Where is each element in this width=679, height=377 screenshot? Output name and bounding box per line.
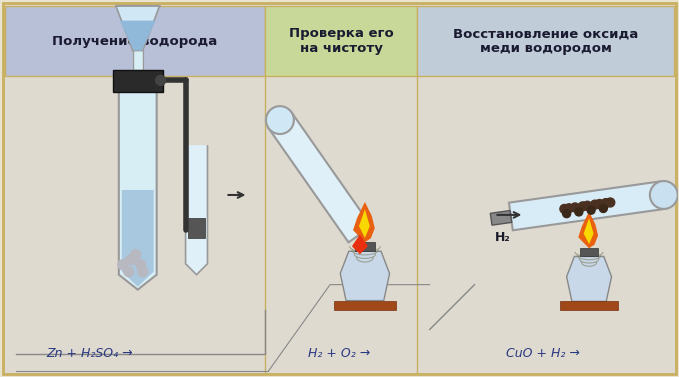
Circle shape (155, 75, 166, 85)
Polygon shape (490, 210, 512, 225)
Circle shape (570, 203, 580, 212)
FancyBboxPatch shape (5, 6, 265, 76)
FancyBboxPatch shape (560, 301, 618, 310)
Text: H₂: H₂ (494, 231, 510, 244)
Polygon shape (340, 251, 390, 300)
FancyBboxPatch shape (3, 3, 676, 374)
FancyBboxPatch shape (418, 6, 674, 76)
Text: Проверка его
на чистоту: Проверка его на чистоту (289, 27, 394, 55)
Polygon shape (509, 181, 665, 230)
Polygon shape (566, 256, 612, 301)
Circle shape (591, 200, 600, 209)
FancyBboxPatch shape (580, 248, 598, 256)
Circle shape (595, 199, 604, 208)
Circle shape (606, 198, 614, 207)
Text: H₂ + O₂ →: H₂ + O₂ → (308, 347, 371, 360)
Circle shape (564, 204, 574, 213)
Circle shape (600, 204, 607, 213)
Circle shape (601, 199, 610, 208)
Circle shape (124, 267, 134, 277)
Text: CuO + H₂ →: CuO + H₂ → (505, 347, 579, 360)
FancyBboxPatch shape (265, 6, 418, 76)
FancyBboxPatch shape (113, 70, 163, 92)
Circle shape (587, 206, 595, 214)
Text: Восстановление оксида
меди водородом: Восстановление оксида меди водородом (453, 27, 638, 55)
Polygon shape (185, 145, 208, 275)
Circle shape (575, 208, 583, 216)
Circle shape (126, 255, 136, 265)
Circle shape (266, 106, 294, 134)
Circle shape (118, 260, 128, 270)
Polygon shape (352, 234, 368, 254)
Circle shape (563, 210, 570, 218)
Circle shape (136, 260, 146, 270)
Polygon shape (119, 75, 157, 290)
Text: Zn + H₂SO₄ →: Zn + H₂SO₄ → (46, 347, 132, 360)
FancyBboxPatch shape (333, 300, 397, 310)
Polygon shape (120, 21, 155, 51)
Circle shape (560, 204, 569, 213)
Circle shape (131, 250, 141, 260)
Text: Получение водорода: Получение водорода (52, 35, 217, 48)
Circle shape (650, 181, 678, 209)
FancyBboxPatch shape (187, 218, 206, 238)
Circle shape (583, 201, 592, 210)
Polygon shape (122, 190, 153, 287)
Polygon shape (268, 112, 371, 242)
Circle shape (138, 267, 148, 277)
Polygon shape (116, 6, 160, 51)
Circle shape (579, 202, 587, 211)
Polygon shape (579, 211, 598, 248)
Polygon shape (359, 209, 370, 238)
FancyBboxPatch shape (355, 242, 375, 251)
Polygon shape (353, 202, 375, 242)
Polygon shape (584, 218, 593, 244)
